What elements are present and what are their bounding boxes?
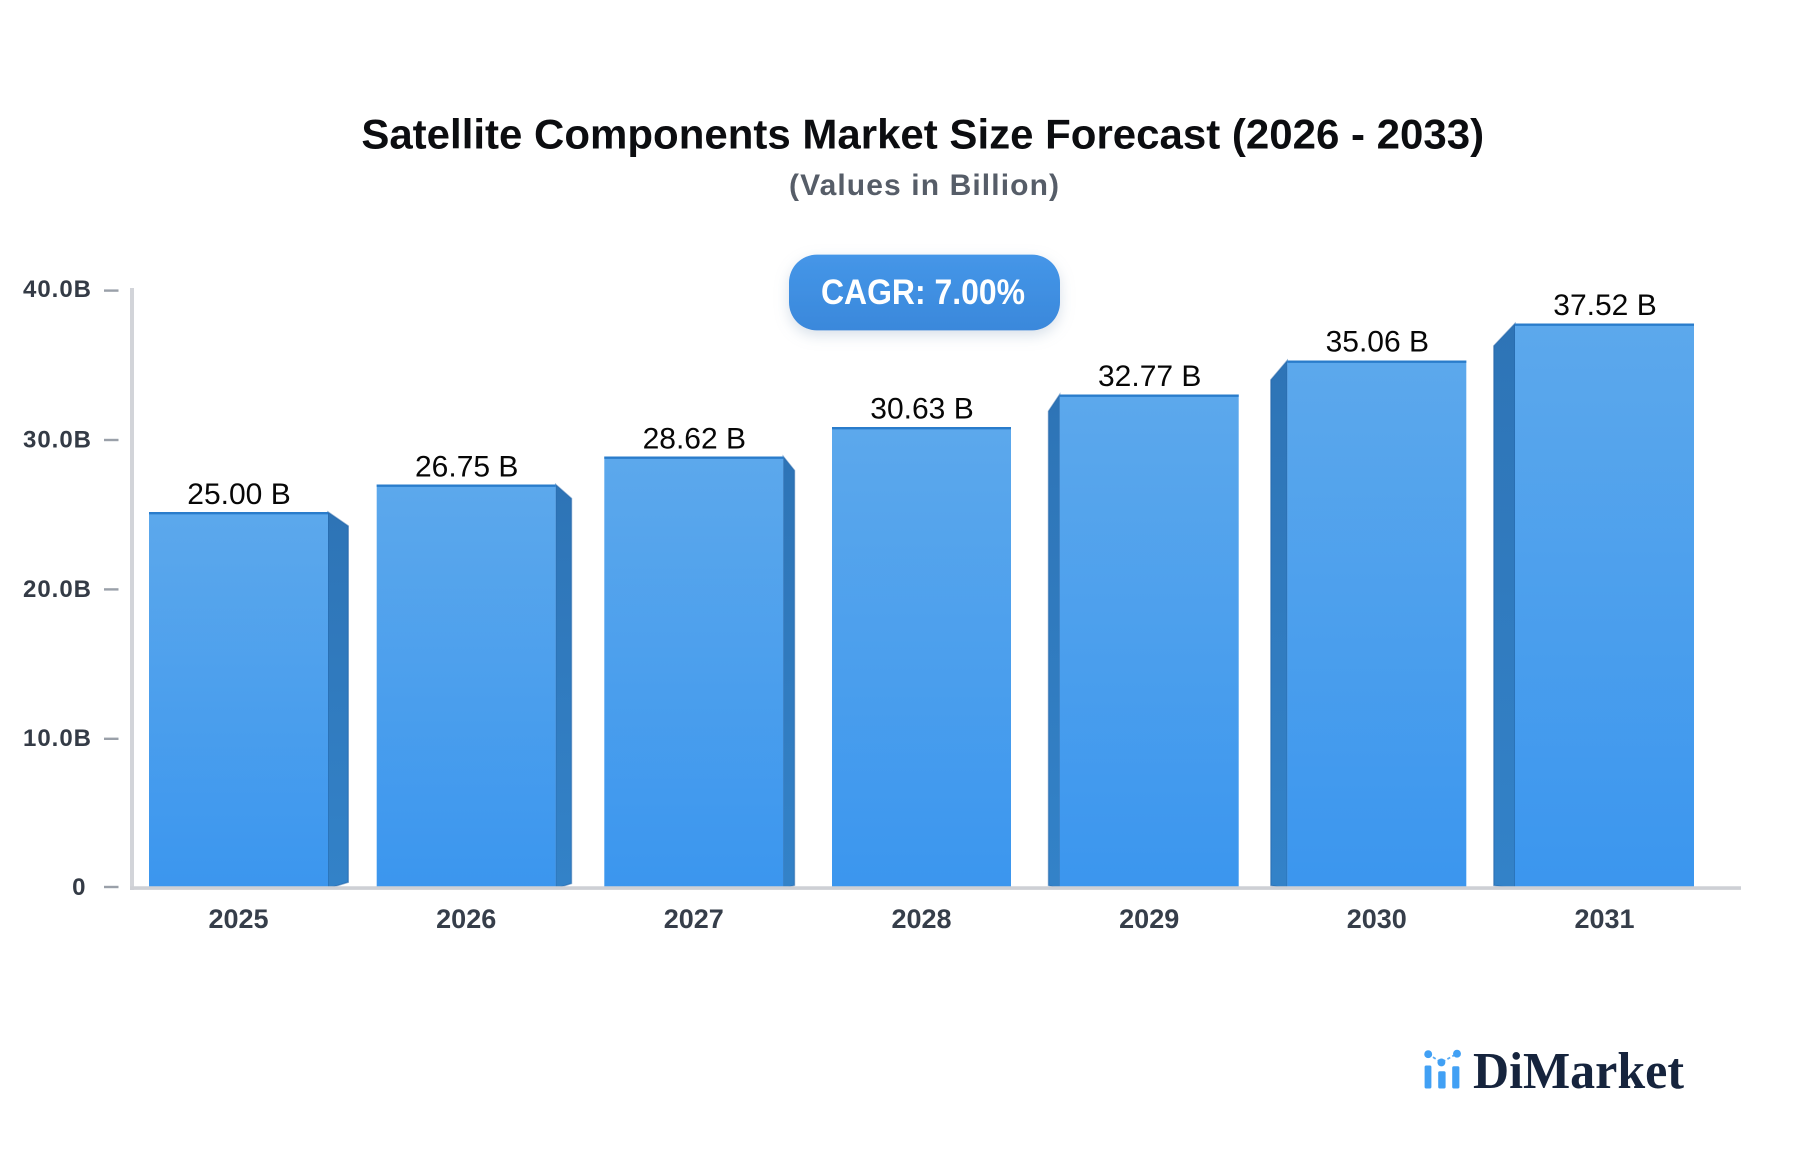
svg-text:28.62 B: 28.62 B	[643, 423, 746, 456]
svg-text:2028: 2028	[891, 904, 951, 934]
svg-text:2029: 2029	[1119, 904, 1179, 934]
svg-text:2031: 2031	[1574, 904, 1634, 934]
svg-text:26.75 B: 26.75 B	[415, 451, 518, 484]
svg-text:20.0B: 20.0B	[23, 576, 91, 603]
svg-text:10.0B: 10.0B	[23, 725, 91, 752]
svg-text:Satellite Components Market Si: Satellite Components Market Size Forecas…	[361, 111, 1484, 158]
svg-text:25.00 B: 25.00 B	[187, 478, 290, 511]
svg-text:2026: 2026	[436, 904, 496, 934]
svg-text:2027: 2027	[664, 904, 724, 934]
svg-text:2030: 2030	[1347, 904, 1407, 934]
svg-text:CAGR: 7.00%: CAGR: 7.00%	[821, 273, 1025, 312]
svg-text:0: 0	[72, 874, 85, 901]
svg-text:(Values in Billion): (Values in Billion)	[789, 169, 1059, 202]
svg-text:32.77 B: 32.77 B	[1098, 360, 1201, 393]
svg-text:DiMarket: DiMarket	[1473, 1043, 1685, 1100]
svg-text:35.06 B: 35.06 B	[1326, 326, 1429, 359]
svg-text:30.0B: 30.0B	[23, 427, 91, 454]
svg-text:40.0B: 40.0B	[23, 276, 91, 303]
svg-text:2025: 2025	[208, 904, 268, 934]
svg-text:30.63 B: 30.63 B	[870, 393, 973, 426]
svg-text:37.52 B: 37.52 B	[1553, 289, 1656, 322]
